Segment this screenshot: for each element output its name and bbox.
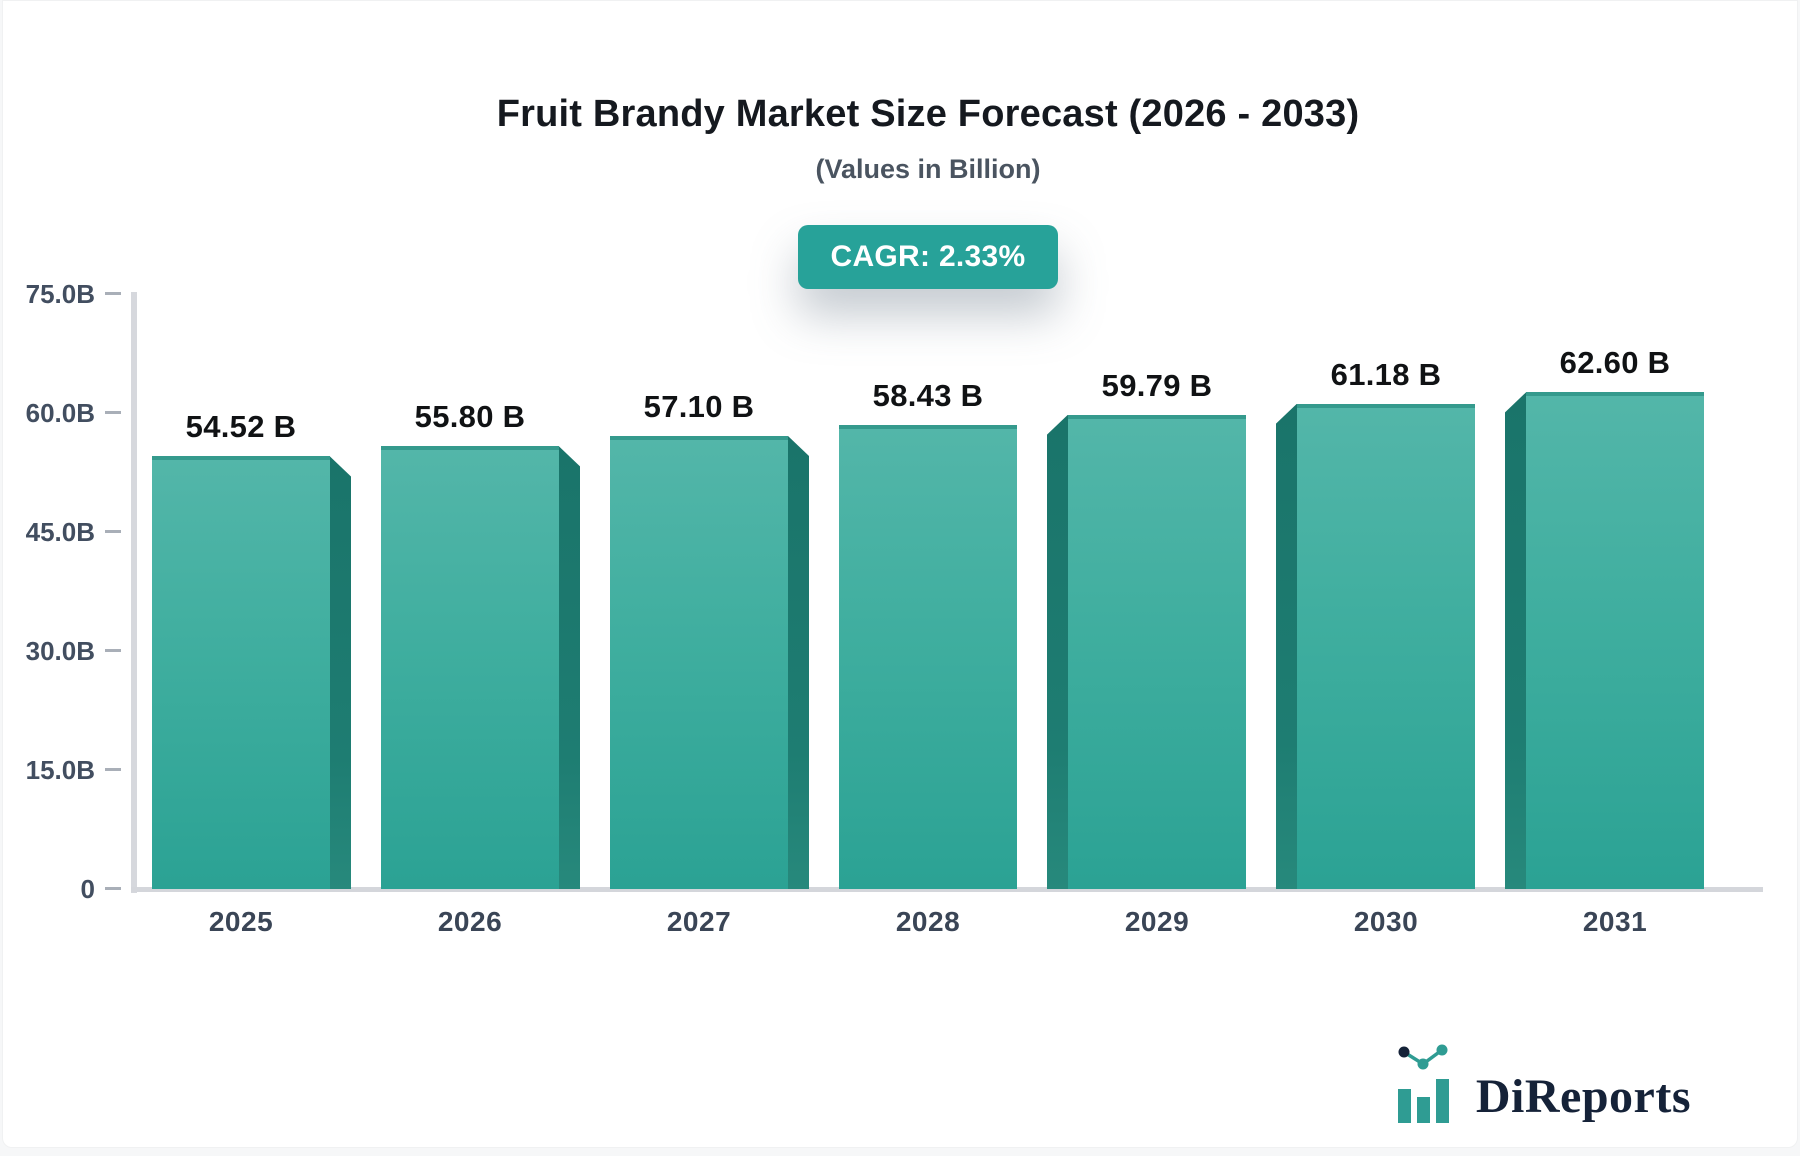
bar-3d-side-2031: [1505, 392, 1526, 889]
bar-3d-side-2029: [1047, 414, 1068, 889]
y-axis-tick-mark: [105, 292, 121, 295]
direports-logo-text: DiReports: [1475, 1070, 1691, 1123]
x-axis-tick-label: 2027: [666, 906, 732, 937]
bar-2028[interactable]: [839, 425, 1017, 889]
y-axis-tick-label: 15.0B: [25, 755, 95, 785]
y-axis-tick-mark: [105, 887, 121, 890]
bar-2026[interactable]: [381, 446, 559, 889]
bar-3d-side-2026: [559, 446, 580, 889]
bar-value-label: 54.52 B: [185, 409, 297, 445]
y-axis-tick-label: 45.0B: [25, 517, 95, 547]
x-axis-tick-label: 2031: [1582, 906, 1648, 937]
x-axis-tick-label: 2026: [437, 906, 503, 937]
x-axis-tick-label: 2028: [895, 906, 961, 937]
bar-value-label: 59.79 B: [1101, 367, 1213, 403]
x-axis-tick-label: 2029: [1124, 906, 1190, 937]
y-axis-tick-label: 60.0B: [25, 398, 95, 428]
bar-3d-side-2027: [788, 436, 809, 889]
bar-value-label: 61.18 B: [1330, 356, 1442, 392]
bar-2025[interactable]: [152, 456, 330, 889]
bar-value-label: 58.43 B: [872, 378, 984, 414]
bar-value-label: 57.10 B: [643, 389, 755, 424]
y-axis-tick-label: 75.0B: [25, 279, 95, 309]
bar-2031[interactable]: [1526, 392, 1704, 889]
y-axis-tick-mark: [105, 768, 121, 771]
direports-logo: DiReports: [1394, 1043, 1691, 1123]
bar-chart-plot: 0 15.0B 30.0B 45.0B 60.0B 75.0B 54.52 B 2025 55.…: [3, 1, 1797, 1147]
direports-logo-icon: [1397, 1044, 1449, 1123]
y-axis-tick-mark: [105, 411, 121, 414]
bar-3d-side-2030: [1276, 403, 1297, 889]
y-axis-tick-mark: [105, 530, 121, 533]
bar-3d-side-2025: [330, 456, 351, 889]
cagr-badge: CAGR: 2.33%: [798, 225, 1058, 289]
y-axis-tick-mark: [105, 649, 121, 652]
chart-subtitle: (Values in Billion): [815, 154, 1041, 184]
x-axis-line: [131, 887, 1763, 892]
bar-2030[interactable]: [1297, 403, 1475, 889]
y-axis-tick-label: 30.0B: [25, 636, 95, 666]
y-axis-tick-label: 0: [80, 874, 95, 904]
chart-header: Fruit Brandy Market Size Forecast (2026 …: [3, 1, 1797, 289]
bar-2027[interactable]: [610, 436, 788, 889]
bar-value-label: 55.80 B: [414, 399, 526, 435]
bar-2029[interactable]: [1068, 414, 1246, 889]
y-axis-line: [131, 292, 137, 893]
x-axis-tick-label: 2030: [1353, 906, 1419, 937]
x-axis-tick-label: 2025: [208, 906, 274, 937]
bar-value-label: 62.60 B: [1559, 345, 1671, 381]
chart-title: Fruit Brandy Market Size Forecast (2026 …: [496, 93, 1360, 135]
